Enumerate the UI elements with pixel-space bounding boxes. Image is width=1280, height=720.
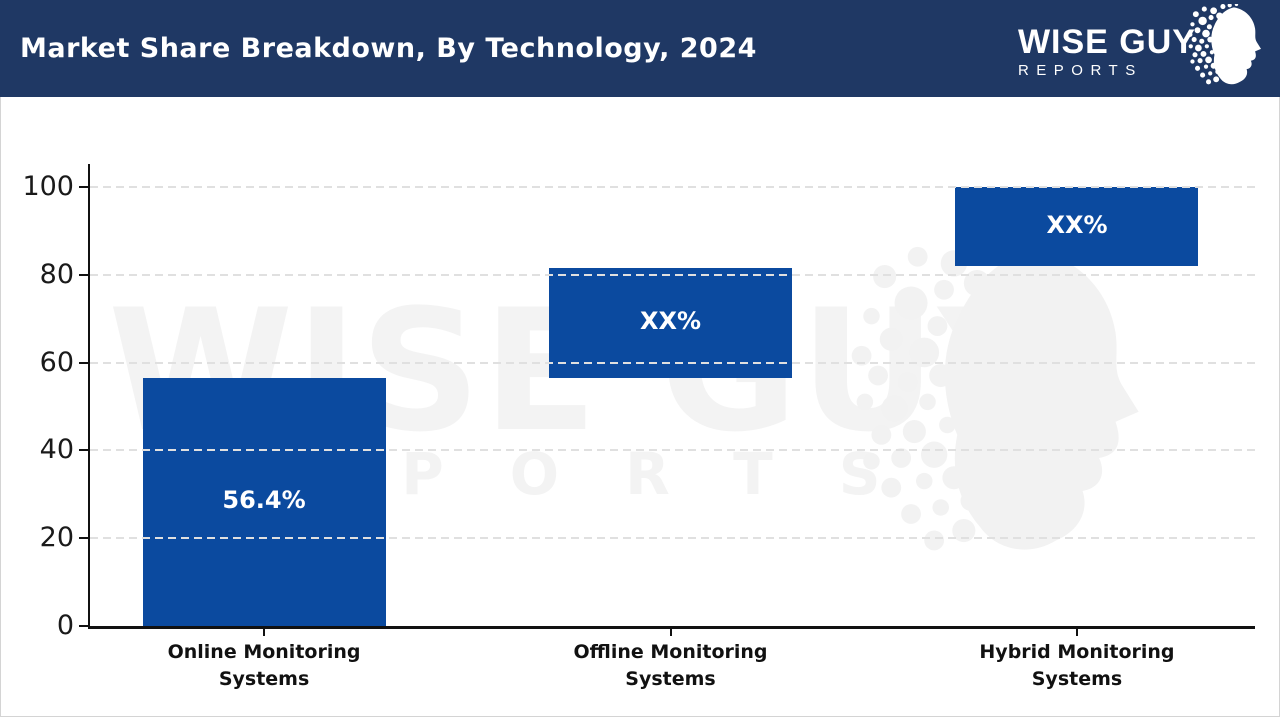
bar-value-label: XX% <box>1046 210 1108 239</box>
brand-name: WISE GUY <box>1017 22 1196 61</box>
y-axis-line <box>88 164 90 629</box>
y-axis-tick <box>79 186 88 188</box>
y-axis-tick <box>79 273 88 276</box>
y-axis-tick <box>79 625 88 627</box>
gridline <box>90 537 1255 540</box>
gridline <box>90 186 1255 188</box>
bar-hybrid-monitoring-systems <box>955 187 1199 267</box>
brand-face-icon <box>1182 4 1274 92</box>
y-axis-tick <box>79 361 88 364</box>
page-title: Market Share Breakdown, By Technology, 2… <box>20 33 757 64</box>
brand-logo-text: WISE GUY REPORTS <box>1018 25 1196 80</box>
x-axis-tick <box>669 629 672 636</box>
chart-area: WISE GUY REPORTS 0 20 40 60 80 100 56.4% Online… <box>0 97 1280 717</box>
y-axis-tick-label: 60 <box>39 346 74 378</box>
y-axis-tick-label: 80 <box>39 258 74 290</box>
bar-offline-monitoring-systems <box>549 268 793 378</box>
header: Market Share Breakdown, By Technology, 2… <box>0 0 1280 97</box>
bar-value-label: 56.4% <box>222 486 306 515</box>
x-axis-category-label: Online Monitoring Systems <box>167 641 361 690</box>
brand-subtitle: REPORTS <box>1017 61 1143 79</box>
x-axis-category-label: Hybrid Monitoring Systems <box>979 641 1175 690</box>
watermark-face-icon <box>845 237 1175 580</box>
brand-logo: WISE GUY REPORTS <box>1018 4 1274 94</box>
y-axis-tick-label: 40 <box>39 434 74 466</box>
x-axis-tick <box>1075 629 1078 636</box>
y-axis-tick-label: 20 <box>39 522 74 554</box>
x-axis-category-label: Offline Monitoring Systems <box>573 641 768 690</box>
frame-bottom-line <box>0 716 1280 717</box>
gridline <box>90 273 1255 276</box>
bar-value-label: XX% <box>639 307 702 336</box>
gridline <box>90 361 1255 364</box>
bar-online-monitoring-systems <box>142 378 386 626</box>
frame-left-line <box>0 97 1 717</box>
y-axis-tick <box>79 537 88 540</box>
x-axis-line <box>88 626 1255 629</box>
y-axis-tick-label: 0 <box>56 610 74 641</box>
x-axis-tick <box>263 629 266 636</box>
y-axis-tick-label: 100 <box>22 171 74 202</box>
y-axis-tick <box>79 449 88 452</box>
gridline <box>90 449 1255 452</box>
